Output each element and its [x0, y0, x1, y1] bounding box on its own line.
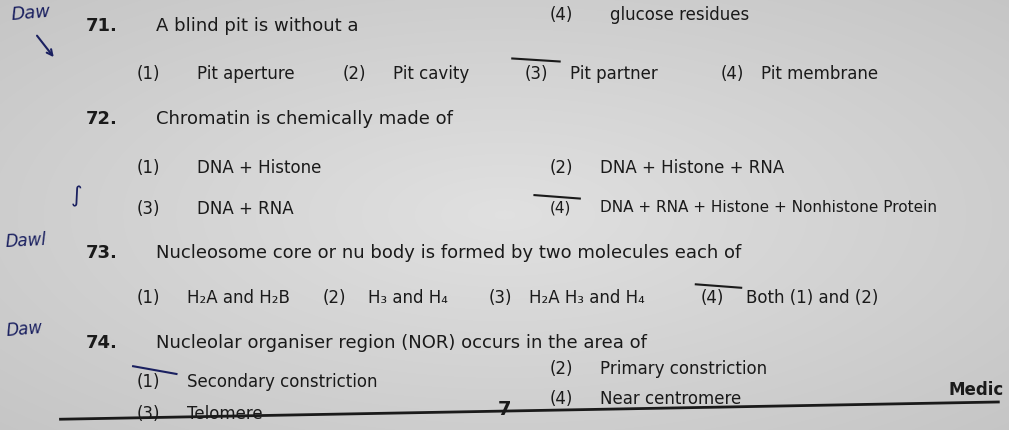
Text: Pit membrane: Pit membrane — [762, 64, 879, 83]
Text: DNA + Histone + RNA: DNA + Histone + RNA — [600, 159, 784, 177]
Text: H₃ and H₄: H₃ and H₄ — [368, 288, 447, 306]
Text: Primary constriction: Primary constriction — [600, 359, 767, 377]
Text: H₂A H₃ and H₄: H₂A H₃ and H₄ — [529, 288, 645, 306]
Text: (4): (4) — [550, 6, 573, 25]
Text: Pit partner: Pit partner — [569, 64, 657, 83]
Text: (1): (1) — [136, 288, 160, 306]
Text: (2): (2) — [343, 64, 367, 83]
Text: Secondary constriction: Secondary constriction — [186, 372, 377, 390]
Text: (3): (3) — [524, 64, 548, 83]
Text: glucose residues: glucose residues — [610, 6, 750, 25]
Text: (3): (3) — [136, 200, 160, 218]
Text: Daw: Daw — [5, 318, 43, 339]
Text: (4): (4) — [700, 288, 724, 306]
Text: Nucleosome core or nu body is formed by two molecules each of: Nucleosome core or nu body is formed by … — [157, 243, 741, 261]
Text: 74.: 74. — [86, 333, 118, 351]
Text: (4): (4) — [550, 200, 571, 215]
Text: 71.: 71. — [86, 17, 118, 35]
Text: Telomere: Telomere — [186, 404, 262, 422]
Text: Dawl: Dawl — [5, 230, 47, 250]
Text: 7: 7 — [498, 399, 511, 418]
Text: (1): (1) — [136, 159, 160, 177]
Text: (3): (3) — [136, 404, 160, 422]
Text: (4): (4) — [721, 64, 744, 83]
Text: DNA + RNA: DNA + RNA — [197, 200, 293, 218]
Text: A blind pit is without a: A blind pit is without a — [157, 17, 358, 35]
Text: Pit cavity: Pit cavity — [393, 64, 470, 83]
Text: H₂A and H₂B: H₂A and H₂B — [186, 288, 290, 306]
Text: Pit aperture: Pit aperture — [197, 64, 294, 83]
Text: Medic: Medic — [948, 381, 1004, 399]
Text: (1): (1) — [136, 372, 160, 390]
Text: Near centromere: Near centromere — [600, 389, 741, 407]
Text: Nucleolar organiser region (NOR) occurs in the area of: Nucleolar organiser region (NOR) occurs … — [157, 333, 647, 351]
Text: DNA + Histone: DNA + Histone — [197, 159, 321, 177]
Text: (1): (1) — [136, 64, 160, 83]
Text: (3): (3) — [489, 288, 513, 306]
Text: Both (1) and (2): Both (1) and (2) — [746, 288, 879, 306]
Text: Daw: Daw — [10, 2, 51, 24]
Text: Chromatin is chemically made of: Chromatin is chemically made of — [157, 110, 454, 128]
Text: 73.: 73. — [86, 243, 118, 261]
Text: 72.: 72. — [86, 110, 118, 128]
Text: (2): (2) — [550, 159, 573, 177]
Text: ∫: ∫ — [71, 185, 82, 206]
Text: (2): (2) — [550, 359, 573, 377]
Text: (4): (4) — [550, 389, 573, 407]
Text: (2): (2) — [323, 288, 346, 306]
Text: DNA + RNA + Histone + Nonhistone Protein: DNA + RNA + Histone + Nonhistone Protein — [600, 200, 937, 215]
